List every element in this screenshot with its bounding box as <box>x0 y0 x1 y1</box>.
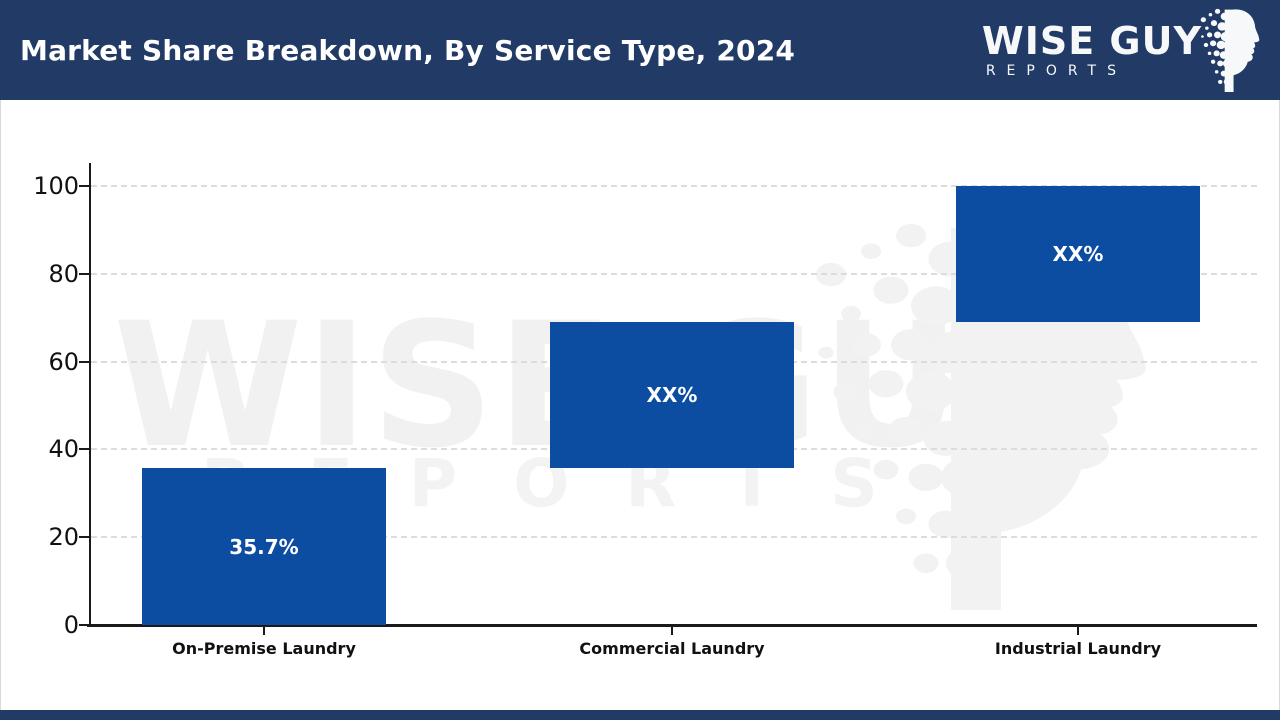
y-tick-label-20: 20 <box>48 523 79 552</box>
page-title: Market Share Breakdown, By Service Type,… <box>20 33 796 67</box>
logo-face-icon <box>1200 8 1260 92</box>
x-tick-commercial-laundry <box>671 627 673 635</box>
x-tick-on-premise-laundry <box>263 627 265 635</box>
y-tick-label-40: 40 <box>48 435 79 464</box>
logo-subtitle: REPORTS <box>985 62 1127 79</box>
x-axis-line <box>87 624 1257 627</box>
chart-area: WISE GUY REPORTS 0 20 40 60 80 100 35.7% XX% XX… <box>0 100 1280 710</box>
gridline-20 <box>91 536 1257 539</box>
x-tick-industrial-laundry <box>1077 627 1079 635</box>
footer-bar <box>0 710 1280 720</box>
x-label-on-premise-laundry: On-Premise Laundry <box>172 639 356 658</box>
y-tick-label-60: 60 <box>48 347 79 376</box>
logo-wordmark: WISE GUY <box>981 18 1202 63</box>
bar-commercial-laundry: XX% <box>550 322 794 469</box>
logo-text: WISE GUY REPORTS <box>982 22 1202 79</box>
y-tick-0 <box>79 624 89 626</box>
y-axis-line <box>89 163 91 627</box>
y-tick-label-80: 80 <box>48 259 79 288</box>
y-tick-label-0: 0 <box>63 611 79 639</box>
bar-industrial-laundry: XX% <box>956 186 1200 323</box>
y-tick-60 <box>79 360 89 363</box>
bar-value-label: XX% <box>646 383 698 408</box>
bar-value-label: 35.7% <box>229 534 299 559</box>
gridline-100 <box>91 185 1257 187</box>
x-label-industrial-laundry: Industrial Laundry <box>994 639 1162 658</box>
x-label-commercial-laundry: Commercial Laundry <box>579 639 765 658</box>
y-tick-80 <box>79 272 89 275</box>
header: Market Share Breakdown, By Service Type,… <box>0 0 1280 100</box>
wiseguy-logo: WISE GUY REPORTS <box>982 8 1262 92</box>
y-tick-20 <box>79 536 89 539</box>
y-tick-100 <box>79 185 89 187</box>
bar-on-premise-laundry: 35.7% <box>142 468 386 625</box>
gridline-80 <box>91 272 1257 275</box>
y-tick-label-100: 100 <box>33 172 79 200</box>
y-tick-40 <box>79 448 89 451</box>
bar-value-label: XX% <box>1052 242 1104 267</box>
